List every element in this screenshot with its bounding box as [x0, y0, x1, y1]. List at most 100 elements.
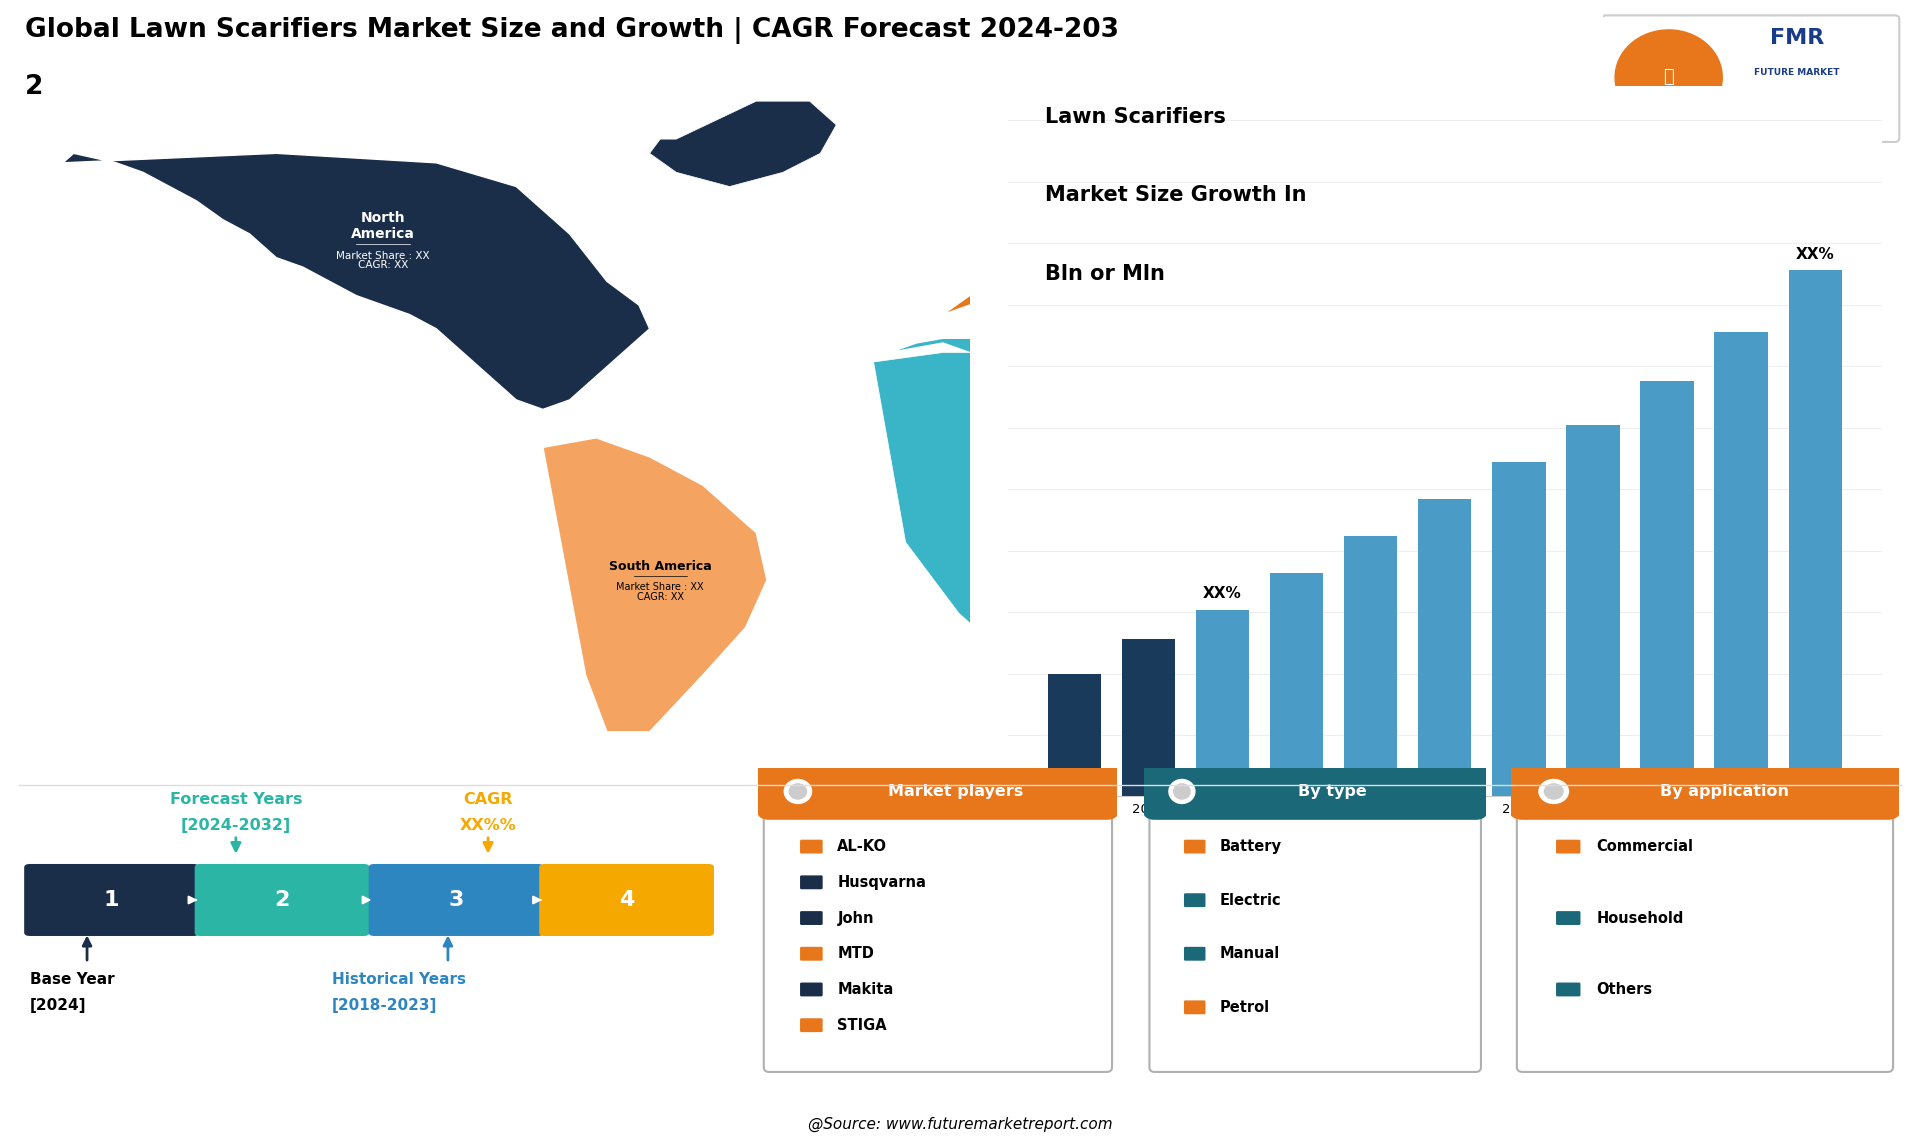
Polygon shape: [916, 267, 1290, 329]
Polygon shape: [1866, 675, 1903, 713]
Text: 3: 3: [449, 890, 465, 910]
Text: AL-KO: AL-KO: [837, 839, 887, 854]
Text: Market Share : XX: Market Share : XX: [1110, 251, 1204, 260]
Text: CAGR: XX: CAGR: XX: [1131, 260, 1181, 270]
Text: [2018-2023]: [2018-2023]: [332, 997, 438, 1013]
Polygon shape: [874, 353, 1194, 661]
Text: [2024-2032]: [2024-2032]: [180, 817, 292, 832]
Text: XX%%: XX%%: [459, 817, 516, 832]
Polygon shape: [1290, 249, 1743, 409]
Text: 1: 1: [104, 890, 119, 910]
FancyBboxPatch shape: [1555, 982, 1580, 996]
FancyBboxPatch shape: [801, 947, 822, 960]
Text: FMR: FMR: [1770, 28, 1824, 48]
Circle shape: [1169, 779, 1194, 803]
Circle shape: [1540, 779, 1569, 803]
Text: Commercial: Commercial: [1596, 839, 1693, 854]
Text: CAGR: XX: CAGR: XX: [637, 592, 684, 602]
Polygon shape: [63, 154, 649, 409]
Text: CAGR: XX: CAGR: XX: [357, 260, 409, 270]
Bar: [1492, 462, 1546, 796]
Text: XX%: XX%: [1795, 246, 1836, 261]
Bar: [1715, 331, 1768, 796]
Text: Husqvarna: Husqvarna: [837, 874, 925, 889]
Polygon shape: [543, 438, 766, 732]
FancyBboxPatch shape: [1509, 763, 1901, 819]
Text: Forecast Years: Forecast Years: [169, 792, 301, 807]
Polygon shape: [649, 101, 837, 187]
Text: Market Share : XX: Market Share : XX: [616, 582, 705, 592]
Text: 2: 2: [275, 890, 290, 910]
Bar: [1789, 270, 1841, 796]
Bar: [1269, 573, 1323, 796]
FancyBboxPatch shape: [1185, 947, 1206, 960]
Text: CAGR: XX: CAGR: XX: [1530, 327, 1582, 337]
Bar: [1567, 425, 1620, 796]
Text: 2: 2: [25, 74, 44, 101]
Text: [2024]: [2024]: [31, 997, 86, 1013]
FancyBboxPatch shape: [1601, 15, 1899, 142]
Text: CAGR: XX: CAGR: XX: [1104, 422, 1154, 431]
Circle shape: [1544, 784, 1563, 799]
Text: 🏃: 🏃: [1663, 69, 1674, 86]
Text: Petrol: Petrol: [1219, 999, 1269, 1015]
Text: FUTURE MARKET: FUTURE MARKET: [1753, 68, 1839, 77]
Text: Electric: Electric: [1219, 893, 1281, 908]
Text: XX%: XX%: [1204, 586, 1242, 601]
Text: Market Share : XX: Market Share : XX: [336, 251, 430, 260]
FancyBboxPatch shape: [801, 982, 822, 996]
Text: Europe: Europe: [1129, 227, 1185, 241]
Text: REPORT: REPORT: [1776, 94, 1816, 103]
FancyBboxPatch shape: [801, 1019, 822, 1033]
Text: Household: Household: [1596, 911, 1684, 926]
Circle shape: [789, 784, 806, 799]
Text: South America: South America: [609, 560, 712, 573]
FancyBboxPatch shape: [194, 864, 369, 936]
Polygon shape: [889, 338, 1290, 447]
Polygon shape: [1050, 172, 1503, 291]
Text: Battery: Battery: [1219, 839, 1281, 854]
Bar: [1121, 639, 1175, 796]
FancyBboxPatch shape: [756, 763, 1119, 819]
FancyBboxPatch shape: [1185, 1000, 1206, 1014]
Text: Base Year: Base Year: [31, 972, 115, 987]
FancyBboxPatch shape: [25, 864, 200, 936]
Text: By application: By application: [1661, 784, 1789, 799]
FancyBboxPatch shape: [1142, 763, 1488, 819]
Polygon shape: [1476, 391, 1636, 485]
Text: North
America: North America: [351, 211, 415, 241]
Text: Market Share : XX: Market Share : XX: [1083, 411, 1177, 422]
Circle shape: [1615, 30, 1722, 125]
FancyBboxPatch shape: [801, 840, 822, 854]
Text: Market players: Market players: [889, 784, 1023, 799]
FancyBboxPatch shape: [1555, 911, 1580, 925]
Text: 4: 4: [618, 890, 634, 910]
Circle shape: [783, 779, 812, 803]
Text: Historical Years: Historical Years: [332, 972, 467, 987]
FancyBboxPatch shape: [1185, 893, 1206, 908]
FancyBboxPatch shape: [801, 911, 822, 925]
Text: Makita: Makita: [837, 982, 893, 997]
Bar: [1344, 536, 1398, 796]
Text: Bln or Mln: Bln or Mln: [1044, 264, 1165, 283]
Text: Asia Pacific: Asia Pacific: [1511, 293, 1601, 307]
Bar: [1419, 499, 1471, 796]
Bar: [1196, 610, 1250, 796]
FancyBboxPatch shape: [1555, 840, 1580, 854]
Text: Market Share : XX: Market Share : XX: [1509, 317, 1603, 327]
Text: @Source: www.futuremarketreport.com: @Source: www.futuremarketreport.com: [808, 1117, 1112, 1132]
Text: Lawn Scarifiers: Lawn Scarifiers: [1044, 108, 1225, 127]
Text: Manual: Manual: [1219, 947, 1281, 961]
Text: Global Lawn Scarifiers Market Size and Growth | CAGR Forecast 2024-203: Global Lawn Scarifiers Market Size and G…: [25, 17, 1119, 45]
Polygon shape: [1582, 580, 1780, 675]
Text: CAGR: CAGR: [463, 792, 513, 807]
Text: STIGA: STIGA: [837, 1018, 887, 1033]
Text: John: John: [837, 911, 874, 926]
FancyBboxPatch shape: [801, 876, 822, 889]
Circle shape: [1173, 784, 1190, 799]
Text: Others: Others: [1596, 982, 1653, 997]
Text: MEA: MEA: [1112, 388, 1146, 402]
FancyBboxPatch shape: [540, 864, 714, 936]
Bar: [1640, 380, 1693, 796]
Text: MTD: MTD: [837, 947, 874, 961]
